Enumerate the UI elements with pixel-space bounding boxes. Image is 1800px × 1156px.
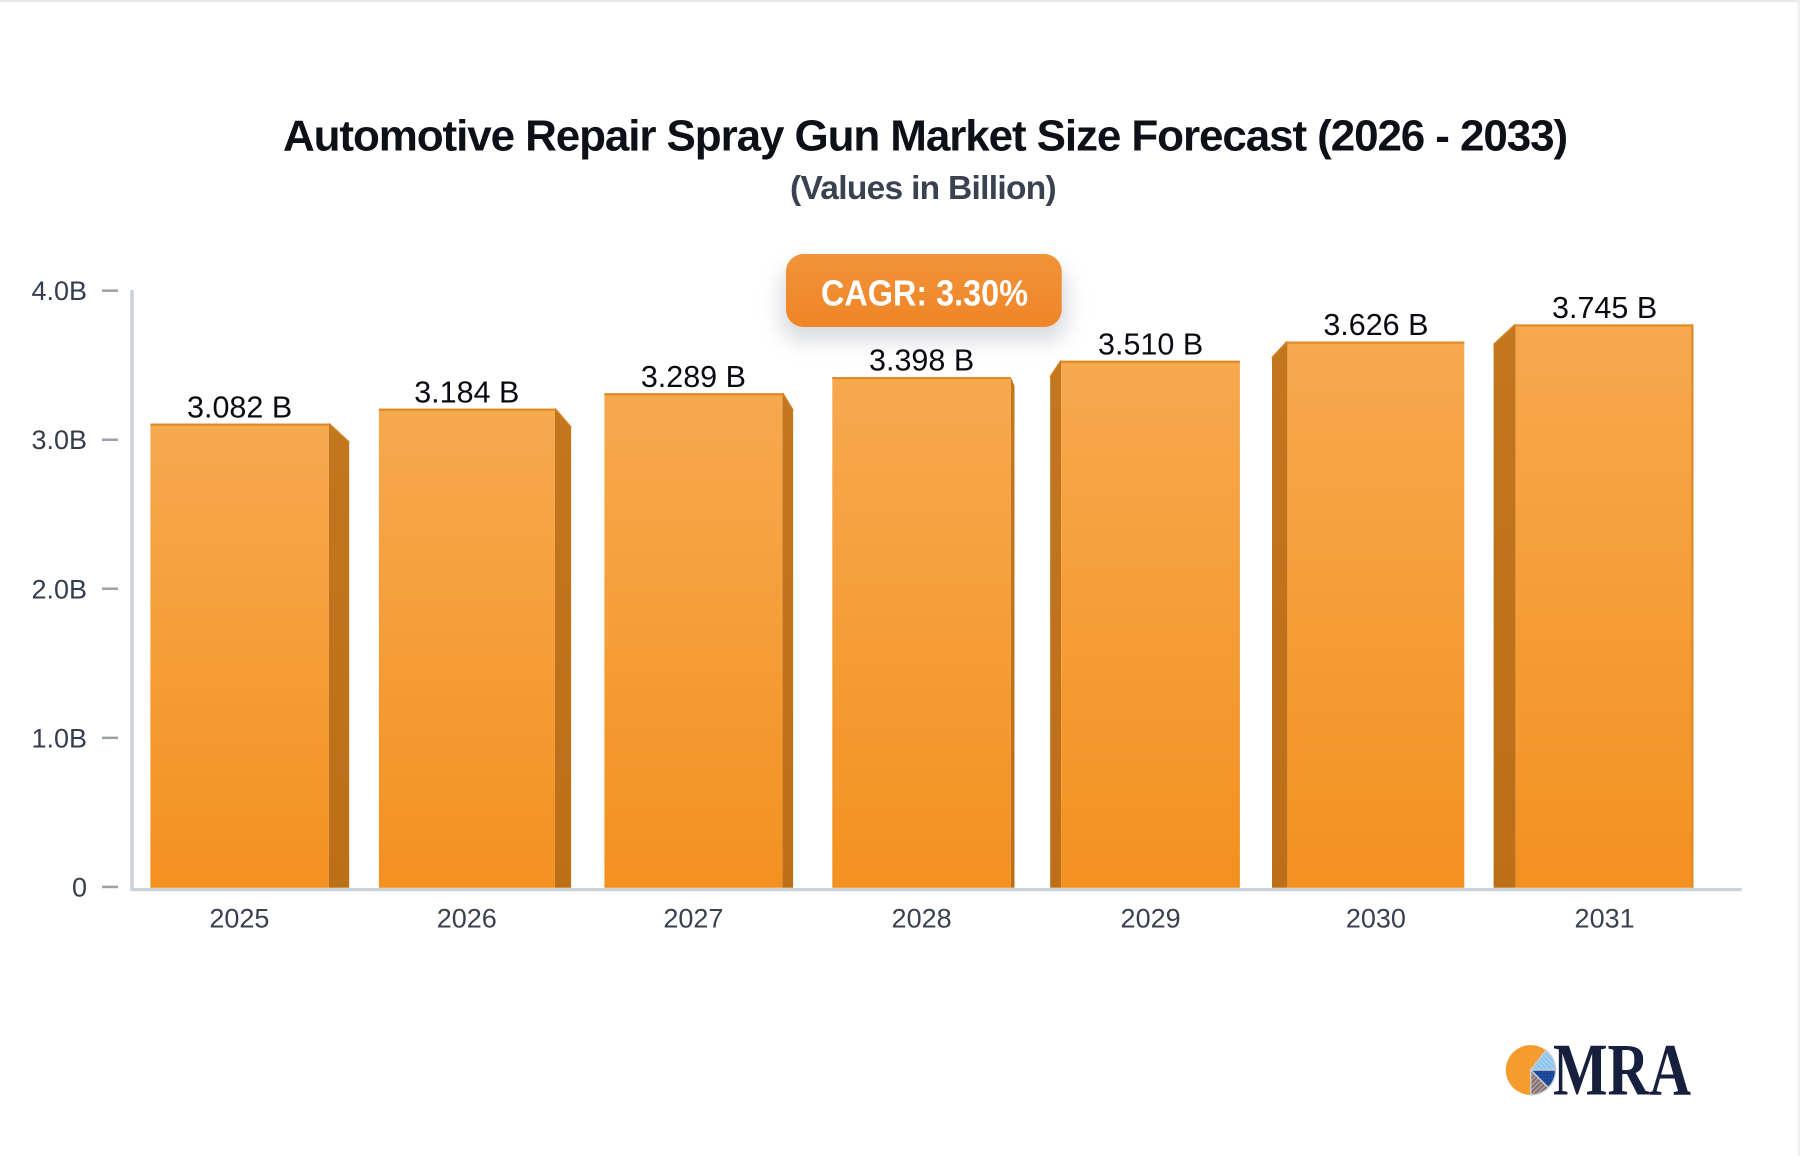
svg-text:2.0B: 2.0B [31, 574, 87, 604]
svg-text:3.745 B: 3.745 B [1552, 291, 1657, 325]
svg-text:2025: 2025 [209, 904, 269, 934]
svg-text:2029: 2029 [1121, 904, 1181, 934]
svg-text:2031: 2031 [1575, 904, 1635, 934]
svg-text:2030: 2030 [1346, 904, 1406, 934]
svg-text:1.0B: 1.0B [31, 723, 87, 753]
svg-text:(Values in Billion): (Values in Billion) [790, 170, 1056, 207]
svg-text:3.626 B: 3.626 B [1323, 308, 1428, 342]
svg-text:CAGR: 3.30%: CAGR: 3.30% [821, 273, 1028, 314]
svg-text:MRA: MRA [1553, 1030, 1691, 1112]
svg-text:3.082 B: 3.082 B [187, 390, 292, 424]
svg-text:3.510 B: 3.510 B [1098, 327, 1203, 361]
svg-text:3.398 B: 3.398 B [869, 344, 974, 378]
svg-text:Automotive Repair Spray Gun Ma: Automotive Repair Spray Gun Market Size … [283, 112, 1567, 161]
svg-text:4.0B: 4.0B [31, 276, 87, 306]
svg-text:3.0B: 3.0B [31, 425, 87, 455]
svg-text:2027: 2027 [663, 904, 723, 934]
svg-text:3.184 B: 3.184 B [414, 375, 519, 409]
svg-text:2026: 2026 [437, 904, 497, 934]
svg-text:0: 0 [72, 872, 87, 902]
svg-text:3.289 B: 3.289 B [641, 360, 746, 394]
svg-text:2028: 2028 [892, 904, 952, 934]
